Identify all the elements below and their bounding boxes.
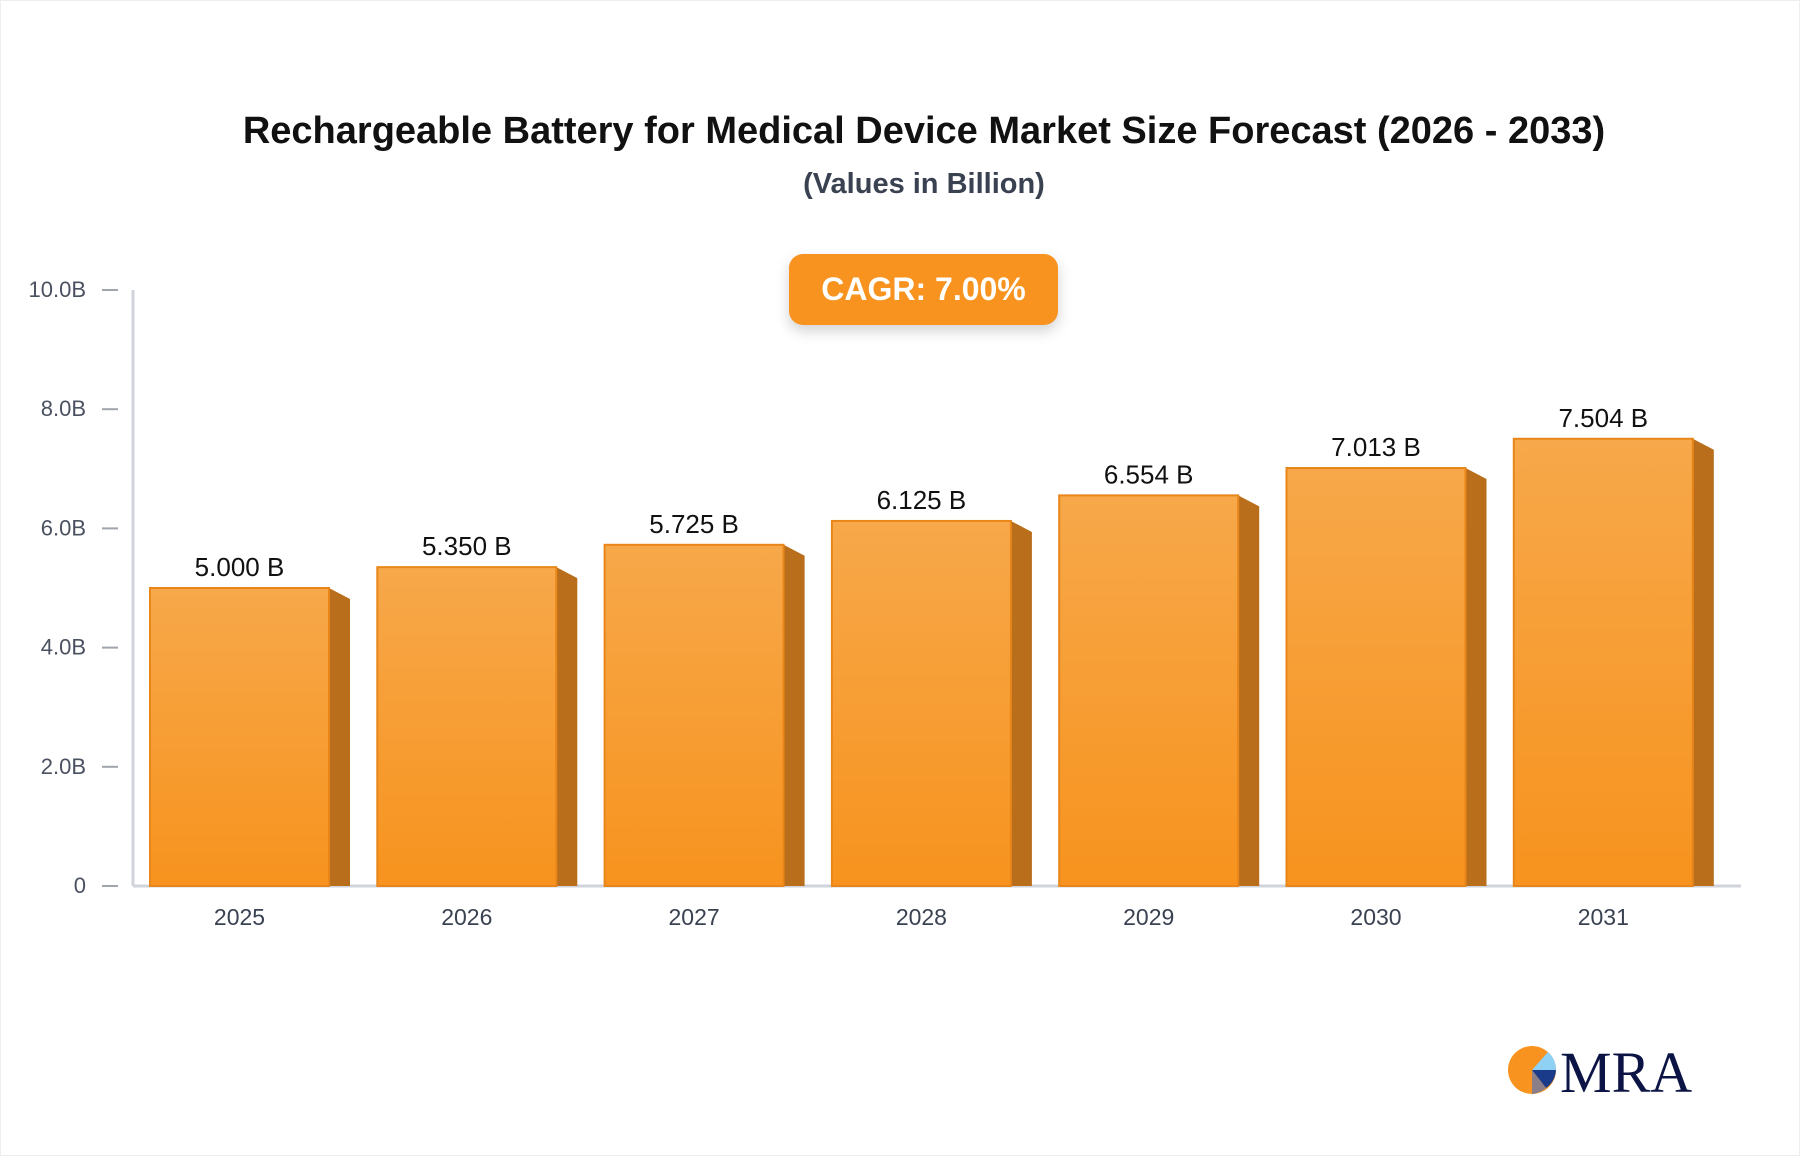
x-tick-label: 2028 [896,904,947,930]
y-tick-label: 2.0B [41,754,86,779]
bar-value-label: 6.554 B [1104,459,1194,489]
y-tick-label: 10.0B [29,277,87,302]
chart-subtitle: (Values in Billion) [803,168,1045,200]
y-tick-label: 8.0B [41,396,86,421]
bar [1285,467,1467,887]
y-tick-label: 4.0B [41,635,86,660]
cagr-badge: CAGR: 7.00% [789,254,1058,325]
bar-value-label: 7.013 B [1331,432,1421,462]
bar-side [783,544,805,886]
bar [376,566,558,887]
bar [149,587,330,887]
bar [830,519,1012,887]
bar-value-label: 5.000 B [195,552,285,582]
logo-text: MRA [1560,1040,1692,1100]
y-tick-label: 0 [74,873,86,898]
bar-value-label: 6.125 B [877,485,967,515]
x-tick-label: 2025 [214,904,265,930]
x-tick-label: 2029 [1123,904,1174,930]
bar-side [1692,438,1714,886]
bar-side [329,588,350,886]
x-tick-label: 2031 [1578,904,1629,930]
bar [603,543,785,887]
bar-side [1238,495,1260,886]
chart-title: Rechargeable Battery for Medical Device … [242,110,1606,152]
mra-logo: MRA [1508,1040,1692,1100]
y-tick-label: 6.0B [41,515,86,540]
x-tick-label: 2027 [669,904,720,930]
bar-side [556,567,578,886]
bar-value-label: 7.504 B [1558,403,1648,433]
bar-value-label: 5.725 B [649,509,739,539]
x-tick-label: 2030 [1350,904,1401,930]
bar-value-label: 5.350 B [422,531,512,561]
bar [1512,437,1694,887]
bar [1058,494,1240,887]
x-tick-label: 2026 [441,904,492,930]
bar-side [1465,468,1487,886]
bar-side [1010,520,1032,886]
